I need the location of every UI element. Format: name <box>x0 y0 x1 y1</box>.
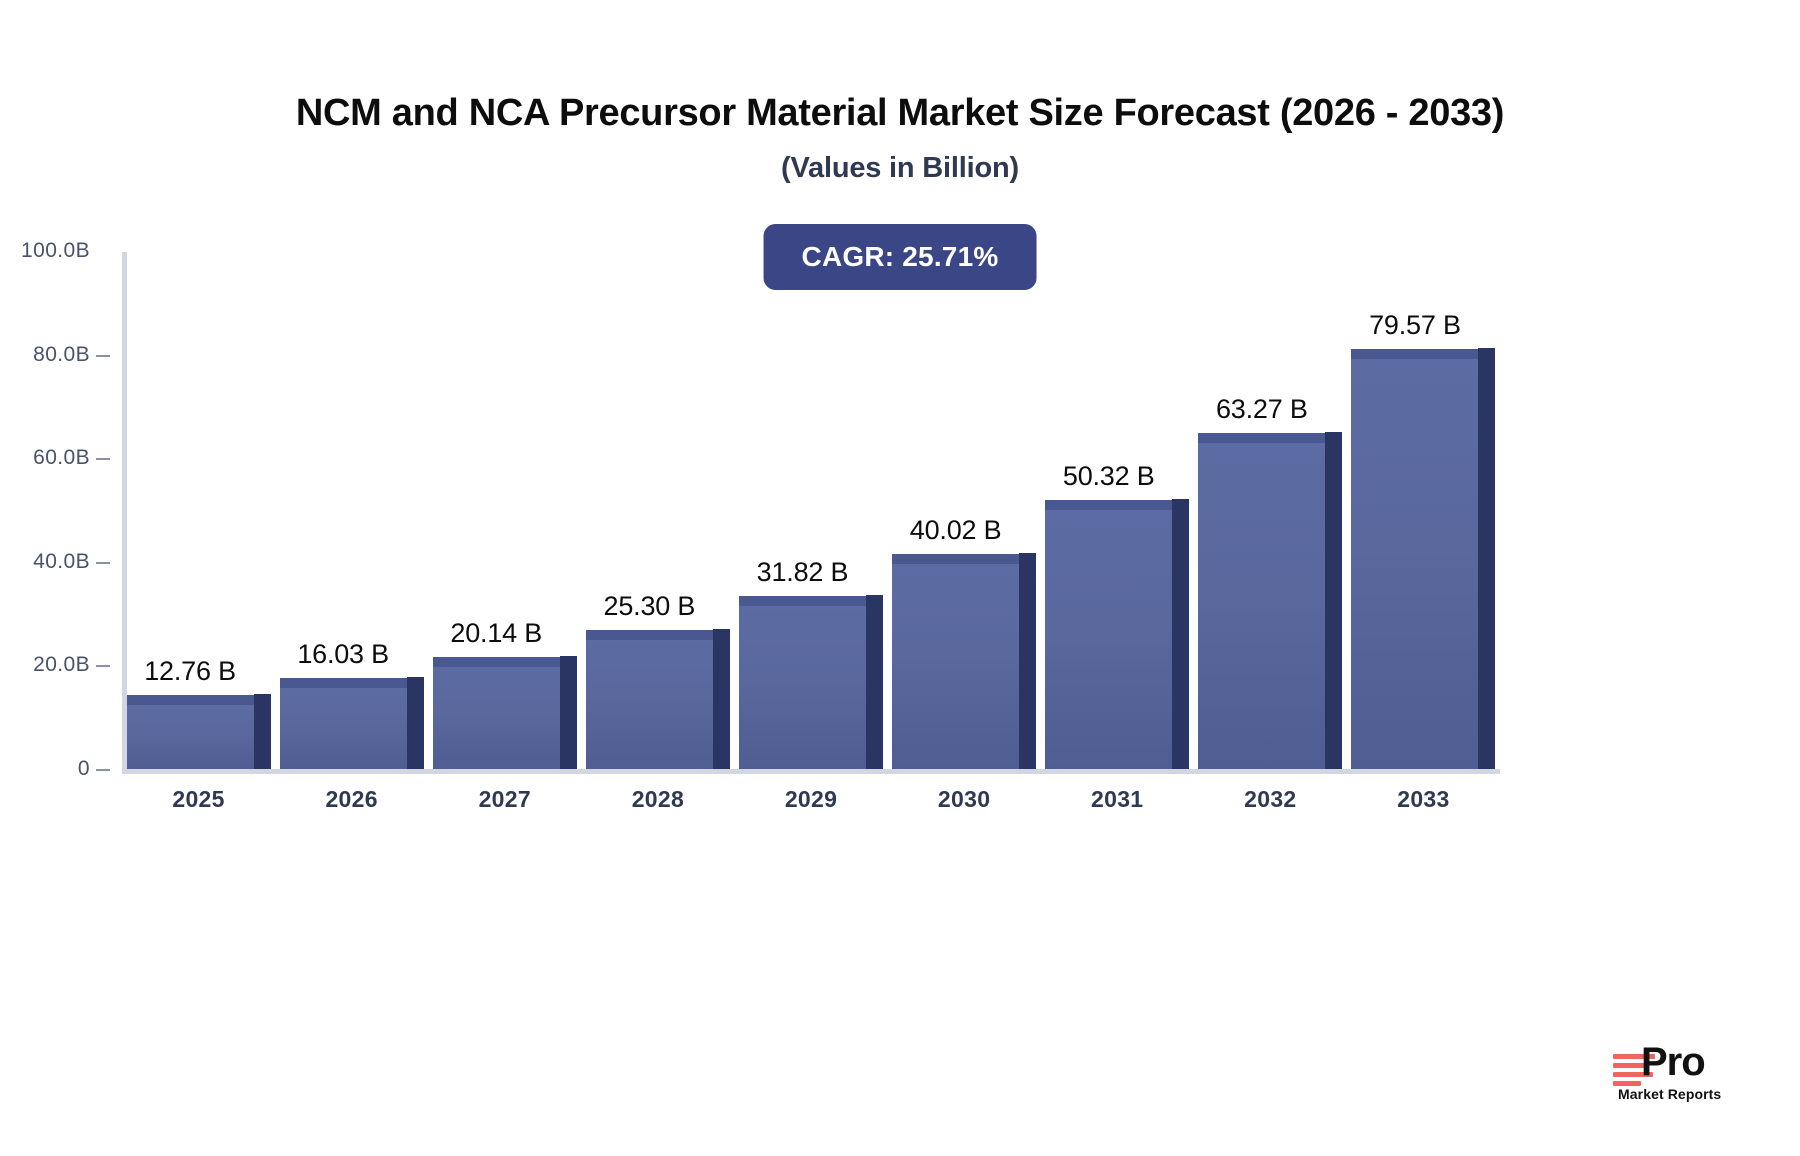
y-tick-mark <box>96 354 110 357</box>
bar-top-face <box>432 656 560 667</box>
x-axis-line <box>122 769 1500 774</box>
bar-2028[interactable]: 25.30 B <box>585 591 730 769</box>
x-tick-label-2028: 2028 <box>631 786 685 812</box>
bars-layer: 12.76 B 16.03 B 20.14 B 25.30 B 31.82 B 40.02… <box>122 248 1500 774</box>
bar-top-face <box>1045 500 1173 511</box>
bar-value-label: 16.03 B <box>297 638 389 669</box>
bar-top-face <box>585 629 713 640</box>
bar-2029[interactable]: 31.82 B <box>739 557 883 769</box>
x-tick-label-2025: 2025 <box>172 786 225 812</box>
x-tick-label-2027: 2027 <box>478 786 531 812</box>
bar-value-label: 12.76 B <box>144 655 236 686</box>
cagr-badge: CAGR: 25.71% <box>763 224 1037 290</box>
bar-2027[interactable]: 20.14 B <box>432 618 577 769</box>
plot-area: 12.76 B 16.03 B 20.14 B 25.30 B 31.82 B 40.02… <box>122 248 1500 774</box>
bar-side-face <box>1172 499 1190 769</box>
x-tick-label-2026: 2026 <box>325 786 378 812</box>
bar-value-label: 25.30 B <box>603 590 696 621</box>
bar-front-face <box>1198 441 1326 769</box>
bar-value-label: 50.32 B <box>1062 461 1155 492</box>
bar-side-face <box>253 693 271 769</box>
bar-front-face <box>279 685 407 769</box>
x-tick-label-2033: 2033 <box>1397 786 1450 812</box>
y-tick-mark <box>96 769 110 771</box>
y-tick-mark <box>96 561 110 564</box>
bar-front-face <box>126 702 254 769</box>
bar-2025[interactable]: 12.76 B <box>126 656 271 769</box>
bar-front-face <box>739 604 866 769</box>
bar-top-face <box>1351 348 1479 359</box>
bar-front-face <box>585 637 713 769</box>
bar-front-face <box>1351 356 1479 769</box>
x-tick-label-2032: 2032 <box>1244 786 1297 812</box>
bar-top-face <box>739 596 866 607</box>
bar-2033[interactable]: 79.57 B <box>1351 310 1496 769</box>
logo-tagline: Market Reports <box>1618 1086 1722 1102</box>
bar-side-face <box>1325 432 1343 769</box>
chart-subtitle: (Values in Billion) <box>781 151 1019 184</box>
y-tick-mark <box>96 665 110 668</box>
title-block: NCM and NCA Precursor Material Market Si… <box>0 92 1800 185</box>
x-tick-label-2029: 2029 <box>784 786 838 812</box>
bar-front-face <box>892 561 1020 769</box>
bar-top-face <box>1198 433 1326 444</box>
x-tick-label-2031: 2031 <box>1091 786 1144 812</box>
bar-value-label: 79.57 B <box>1369 309 1461 340</box>
bar-side-face <box>1478 347 1496 769</box>
bar-side-face <box>406 676 424 769</box>
bar-value-label: 63.27 B <box>1215 394 1308 425</box>
bar-front-face <box>1045 508 1173 769</box>
bar-2032[interactable]: 63.27 B <box>1198 394 1343 769</box>
bar-front-face <box>432 664 560 769</box>
bar-top-face <box>126 694 254 705</box>
bar-side-face <box>866 595 883 769</box>
bar-2031[interactable]: 50.32 B <box>1045 461 1190 769</box>
bar-side-face <box>1019 552 1037 769</box>
bar-value-label: 20.14 B <box>450 617 543 648</box>
y-tick-mark <box>96 458 110 461</box>
logo-wordmark: Pro <box>1641 1040 1706 1084</box>
pro-market-reports-logo: Pro Market Reports <box>1613 1040 1763 1106</box>
bar-top-face <box>892 553 1020 564</box>
logo-bars-icon <box>1613 1054 1655 1090</box>
bar-value-label: 40.02 B <box>909 514 1002 545</box>
bar-top-face <box>279 677 407 688</box>
y-axis-line <box>122 252 127 770</box>
bar-value-label: 31.82 B <box>756 557 849 588</box>
bar-2026[interactable]: 16.03 B <box>279 639 424 769</box>
bar-side-face <box>712 628 730 769</box>
chart-title: NCM and NCA Precursor Material Market Si… <box>295 92 1505 134</box>
bar-side-face <box>559 655 577 769</box>
x-tick-label-2030: 2030 <box>937 786 991 812</box>
bar-2030[interactable]: 40.02 B <box>892 515 1037 769</box>
